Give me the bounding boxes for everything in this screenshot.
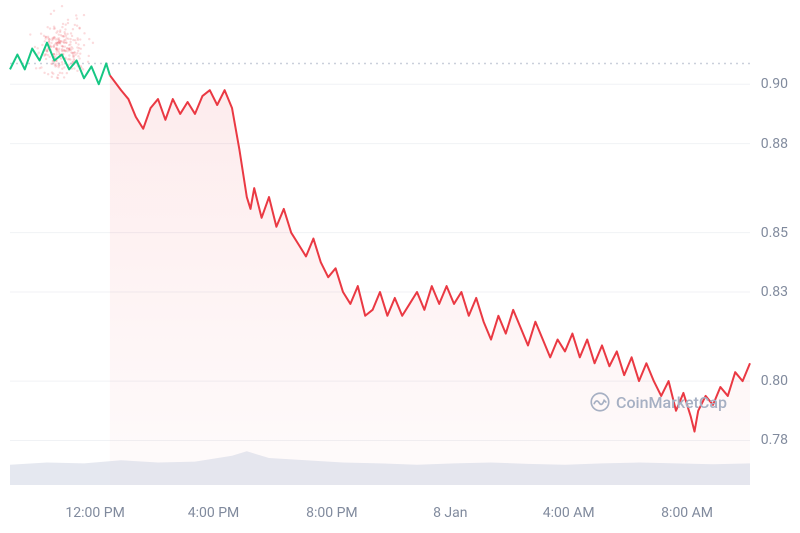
- scatter-cloud: [29, 5, 94, 79]
- price-area-fill: [110, 75, 750, 485]
- price-chart: 0.78 0.80 0.83 0.85 0.88 0.90 12:00 PM 4:00 PM…: [0, 0, 800, 533]
- y-tick-label: 0.80: [761, 373, 788, 389]
- watermark: CoinMarketCap: [590, 392, 727, 412]
- coinmarketcap-icon: [590, 392, 610, 412]
- y-tick-label: 0.90: [761, 76, 788, 92]
- x-tick-label: 4:00 PM: [188, 505, 240, 521]
- x-tick-label: 8 Jan: [433, 505, 467, 521]
- y-tick-label: 0.88: [761, 136, 788, 152]
- x-tick-label: 4:00 AM: [543, 505, 595, 521]
- x-tick-label: 8:00 PM: [306, 505, 358, 521]
- x-tick-label: 8:00 AM: [661, 505, 713, 521]
- y-tick-label: 0.85: [761, 225, 788, 241]
- y-tick-label: 0.78: [761, 432, 788, 448]
- y-tick-label: 0.83: [761, 284, 788, 300]
- watermark-text: CoinMarketCap: [616, 393, 727, 412]
- x-tick-label: 12:00 PM: [65, 505, 124, 521]
- chart-svg: [0, 0, 800, 533]
